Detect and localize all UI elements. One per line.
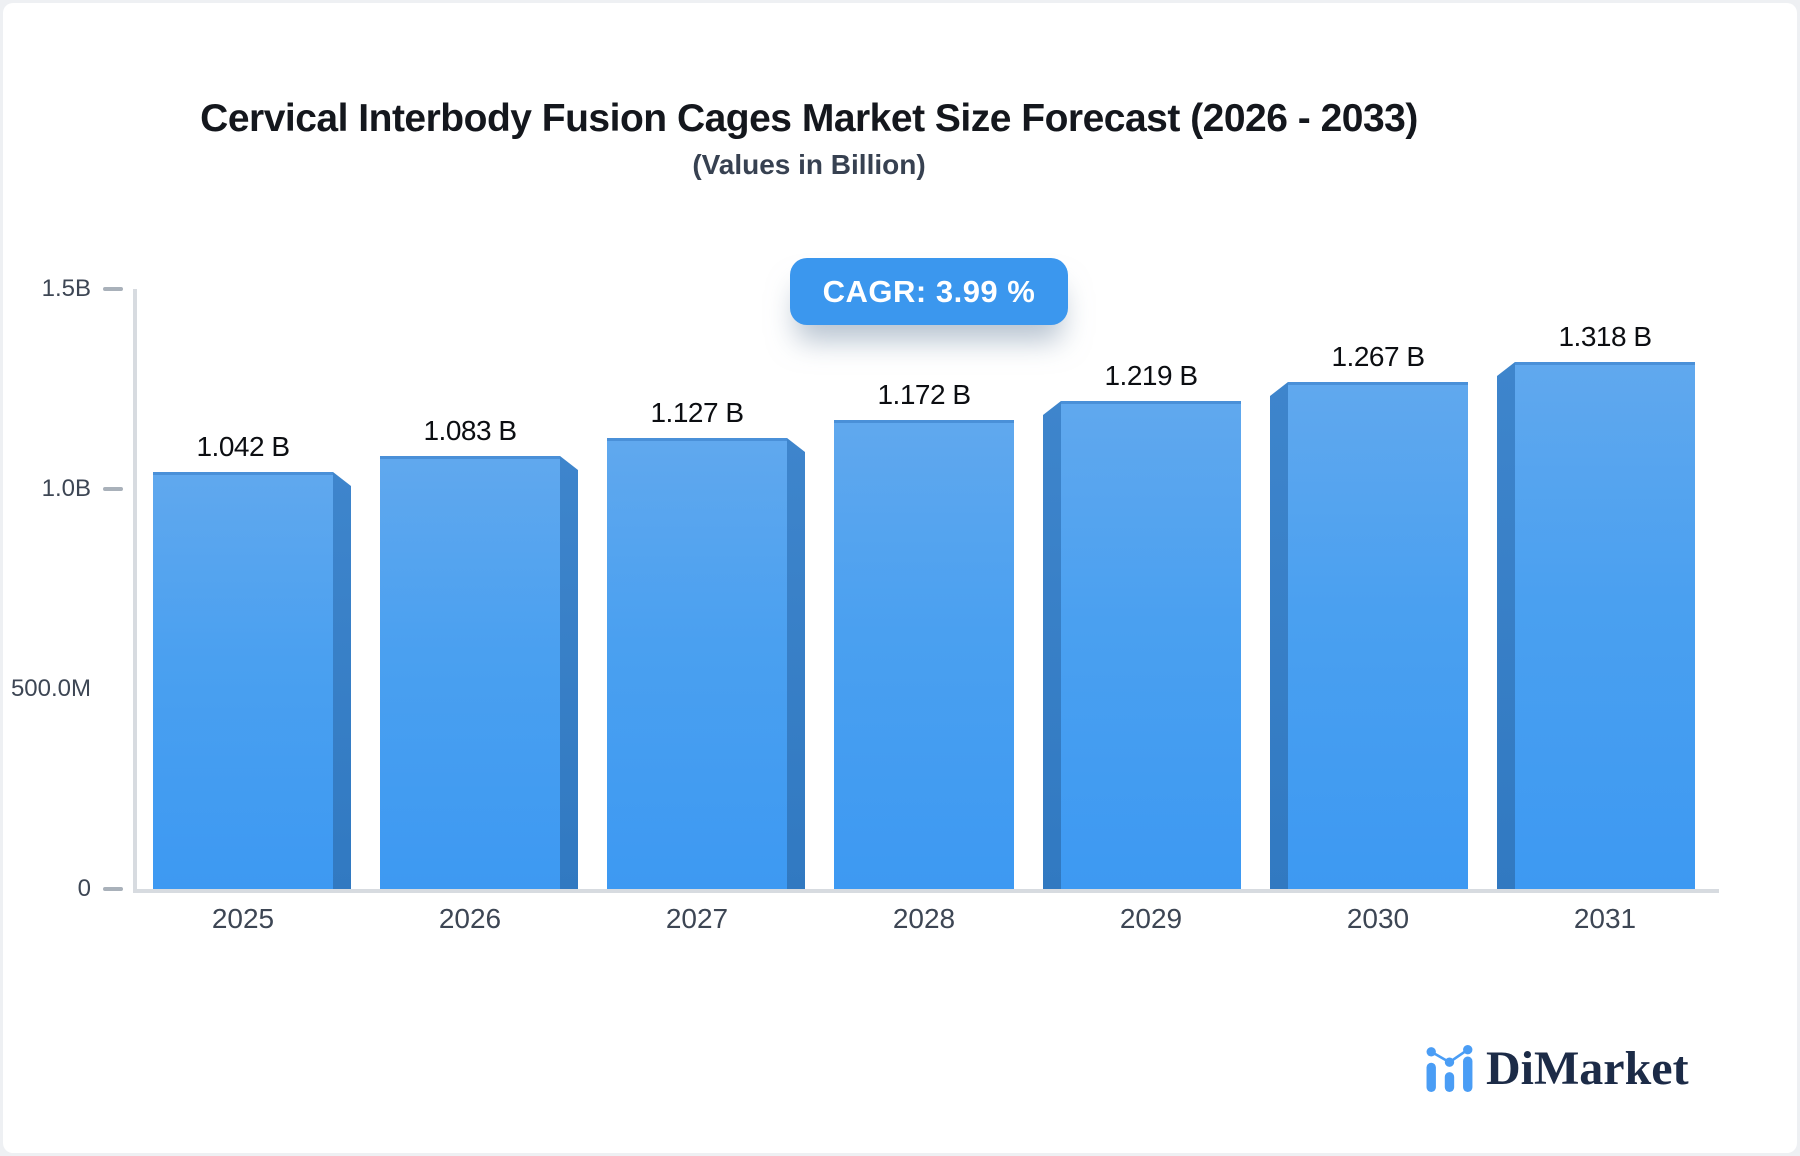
bar-2028 [834, 420, 1014, 889]
y-tick-label: 1.0B [41, 475, 91, 502]
chart-title: Cervical Interbody Fusion Cages Market S… [200, 97, 1418, 140]
x-axis-label-2029: 2029 [1119, 903, 1183, 934]
y-tick-label: 1.5B [41, 275, 91, 302]
bar-3d-side [1497, 362, 1515, 889]
x-axis-label-2025: 2025 [211, 903, 275, 934]
brand-logo: DiMarket [1426, 1041, 1689, 1097]
x-axis-label-2028: 2028 [892, 903, 956, 934]
chart-subtitle: (Values in Billion) [692, 149, 926, 180]
cagr-badge-label: CAGR: 3.99 % [822, 273, 1036, 309]
bar-3d-side [560, 456, 578, 889]
bar-value-label: 1.127 B [650, 397, 744, 428]
bar-value-label: 1.267 B [1331, 341, 1425, 372]
x-axis-label-2026: 2026 [438, 903, 502, 934]
bar-3d-side [787, 438, 805, 889]
bar-value-label: 1.083 B [423, 415, 517, 446]
x-axis-label-2027: 2027 [665, 903, 729, 934]
y-tick-dash [103, 287, 123, 291]
x-axis-label-2030: 2030 [1346, 903, 1410, 934]
chart-stage: Cervical Interbody Fusion Cages Market S… [3, 3, 1797, 1153]
cagr-badge: CAGR: 3.99 % [790, 258, 1068, 325]
bar-2029 [1061, 401, 1241, 889]
brand-logo-icon [1426, 1045, 1473, 1092]
y-tick-dash [103, 487, 123, 491]
y-tick-label: 0 [77, 875, 91, 902]
bar-2027 [607, 438, 787, 889]
bar-value-label: 1.172 B [877, 379, 971, 410]
bar-3d-side [1270, 382, 1288, 889]
bar-value-label: 1.318 B [1558, 321, 1652, 352]
y-axis-line [133, 289, 137, 890]
bar-2026 [380, 456, 560, 889]
bar-3d-side [333, 472, 351, 889]
y-tick-dash [103, 887, 123, 891]
bar-2030 [1288, 382, 1468, 889]
x-axis-label-2031: 2031 [1573, 903, 1637, 934]
brand-name: DiMarket [1486, 1042, 1689, 1095]
bar-value-label: 1.042 B [196, 431, 290, 462]
bar-2025 [153, 472, 333, 889]
chart-card: Cervical Interbody Fusion Cages Market S… [3, 3, 1797, 1153]
bar-2031 [1515, 362, 1695, 889]
x-axis-line [133, 889, 1719, 893]
y-tick-label: 500.0M [10, 675, 91, 702]
bar-value-label: 1.219 B [1104, 360, 1198, 391]
bar-3d-side [1043, 401, 1061, 889]
